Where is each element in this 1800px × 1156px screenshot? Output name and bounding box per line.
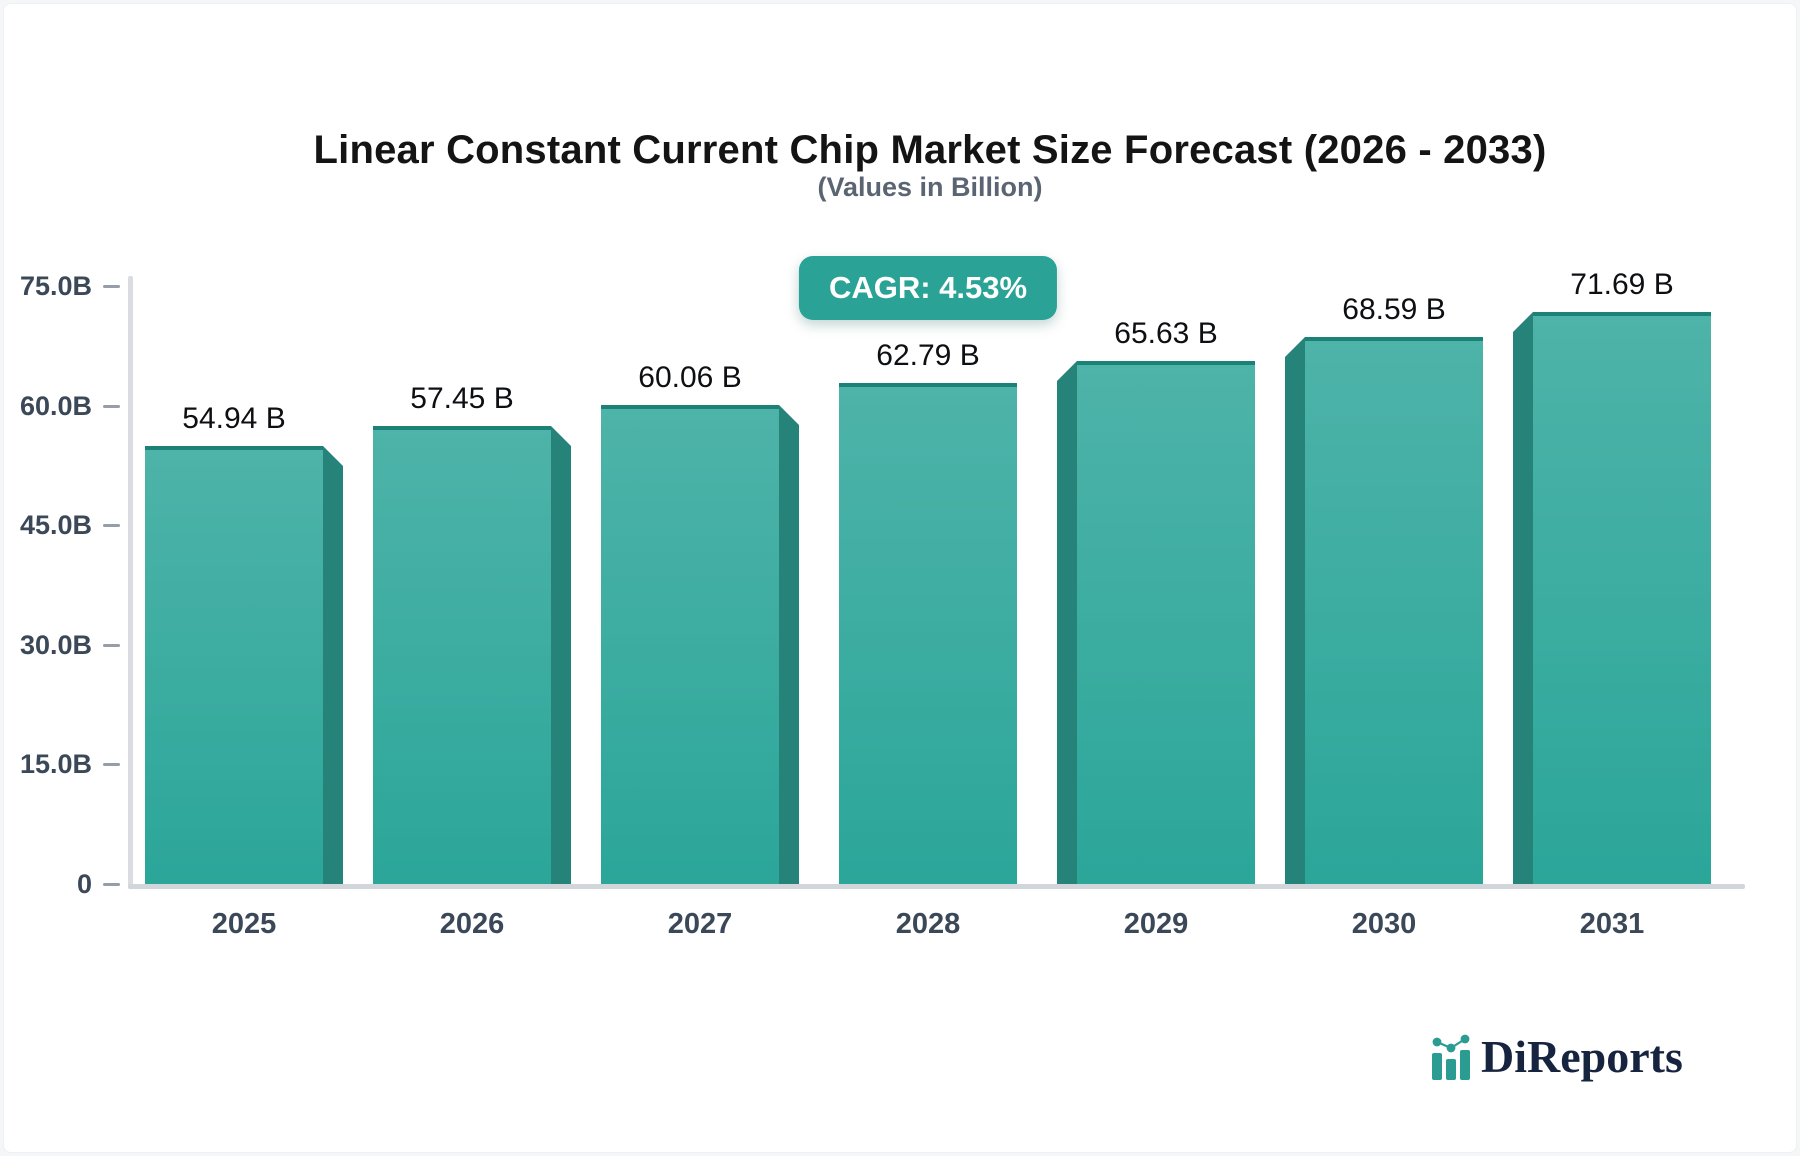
- y-tick-mark: [103, 643, 120, 647]
- bar-2029[interactable]: [1077, 361, 1255, 884]
- x-axis-line: [128, 884, 1745, 889]
- bar-column-2027: 60.06 B: [586, 0, 814, 884]
- y-tick-label: 0: [76, 869, 92, 899]
- brand-logo[interactable]: DiReports: [1428, 1034, 1683, 1080]
- chart-title: Linear Constant Current Chip Market Size…: [313, 128, 1547, 172]
- chart-subtitle: (Values in Billion): [817, 172, 1043, 202]
- y-tick-label: 15.0B: [19, 749, 92, 780]
- bar-2027[interactable]: [601, 405, 779, 884]
- bar-value-label: 57.45 B: [410, 382, 514, 415]
- bar-2026[interactable]: [373, 426, 551, 884]
- bar-column-2030: 68.59 B: [1270, 0, 1498, 884]
- bar-3d-side: [551, 426, 571, 884]
- x-tick-label-2028: 2028: [895, 908, 961, 940]
- bar-value-label: 71.69 B: [1570, 268, 1674, 301]
- bar-2025[interactable]: [145, 446, 323, 884]
- x-tick-label-2025: 2025: [211, 908, 277, 940]
- x-tick-label-2027: 2027: [667, 908, 733, 940]
- bar-3d-side: [323, 446, 343, 884]
- bar-column-2029: 65.63 B: [1042, 0, 1270, 884]
- bar-3d-side: [779, 405, 799, 884]
- bar-value-label: 54.94 B: [182, 402, 286, 435]
- y-tick-label: 75.0B: [19, 271, 92, 301]
- brand-logo-text: DiReports: [1481, 1031, 1683, 1082]
- cagr-badge: CAGR: 4.53%: [798, 256, 1058, 320]
- x-tick-label-2030: 2030: [1351, 908, 1417, 940]
- brand-logo-icon: [1428, 1034, 1474, 1080]
- y-axis-line: [128, 276, 133, 889]
- x-axis-labels: 2025 2026 2027 2028 2029 2030 2031: [130, 908, 1726, 941]
- y-tick-mark: [103, 524, 120, 528]
- bar-3d-side: [1057, 361, 1077, 884]
- bar-2030[interactable]: [1305, 337, 1483, 884]
- y-tick-mark: [103, 285, 120, 288]
- y-tick-label: 45.0B: [19, 510, 92, 541]
- bar-value-label: 65.63 B: [1114, 317, 1218, 350]
- y-tick-mark: [103, 404, 120, 408]
- bar-chart-plot-area: 54.94 B 57.45 B 60.06 B 62.79 B 65.63 B 68.59…: [130, 0, 1726, 884]
- bar-value-label: 60.06 B: [638, 361, 742, 394]
- x-tick-label-2031: 2031: [1579, 908, 1645, 940]
- y-tick-label: 30.0B: [19, 629, 92, 660]
- y-tick-mark: [103, 883, 120, 886]
- bar-column-2031: 71.69 B: [1498, 0, 1726, 884]
- bar-trend-icon: [1432, 1034, 1470, 1080]
- bar-2031[interactable]: [1533, 312, 1711, 884]
- x-tick-label-2026: 2026: [439, 908, 505, 940]
- x-tick-label-2029: 2029: [1123, 908, 1189, 940]
- y-tick-label: 60.0B: [19, 390, 92, 421]
- bar-3d-side: [1513, 312, 1533, 884]
- bar-column-2028: 62.79 B: [814, 0, 1042, 884]
- y-tick-mark: [103, 763, 120, 767]
- bar-2028[interactable]: [839, 383, 1017, 884]
- bar-3d-side: [1285, 337, 1305, 884]
- bar-value-label: 62.79 B: [876, 339, 980, 372]
- bar-value-label: 68.59 B: [1342, 293, 1446, 326]
- bar-column-2026: 57.45 B: [358, 0, 586, 884]
- bar-column-2025: 54.94 B: [130, 0, 358, 884]
